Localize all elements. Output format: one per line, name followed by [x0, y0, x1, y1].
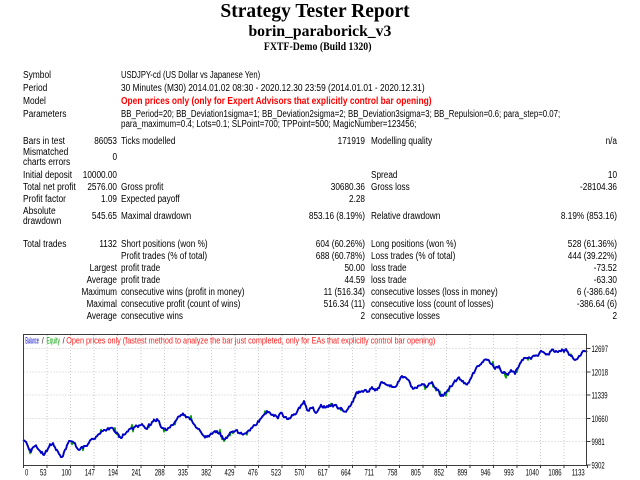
svg-text:476: 476	[248, 467, 258, 478]
svg-text:852: 852	[434, 467, 444, 478]
svg-text:Equity: Equity	[47, 335, 61, 346]
svg-text:12697: 12697	[592, 344, 609, 355]
svg-text:241: 241	[131, 467, 141, 478]
svg-text:1133: 1133	[572, 467, 585, 478]
svg-text:711: 711	[364, 467, 374, 478]
svg-text:12018: 12018	[592, 367, 609, 378]
svg-text:194: 194	[108, 467, 118, 478]
svg-text:288: 288	[155, 467, 165, 478]
svg-text:Balance: Balance	[25, 337, 38, 346]
svg-text:993: 993	[504, 467, 514, 478]
svg-text:758: 758	[388, 467, 398, 478]
svg-text:899: 899	[457, 467, 467, 478]
svg-text:9981: 9981	[592, 437, 606, 448]
svg-text:335: 335	[178, 467, 188, 478]
svg-text:/: /	[63, 336, 66, 346]
svg-text:/: /	[42, 336, 45, 346]
svg-text:382: 382	[201, 467, 211, 478]
svg-text:100: 100	[62, 467, 72, 478]
svg-text:0: 0	[25, 467, 29, 478]
svg-text:946: 946	[481, 467, 491, 478]
svg-text:805: 805	[411, 467, 421, 478]
svg-text:1086: 1086	[548, 467, 562, 478]
svg-text:429: 429	[225, 467, 235, 478]
svg-text:523: 523	[271, 467, 281, 478]
svg-text:664: 664	[341, 467, 351, 478]
svg-text:147: 147	[85, 467, 95, 478]
svg-text:9302: 9302	[592, 460, 606, 471]
svg-text:11339: 11339	[592, 390, 608, 401]
svg-text:570: 570	[294, 467, 304, 478]
svg-text:53: 53	[40, 467, 47, 478]
svg-text:1040: 1040	[526, 467, 540, 478]
svg-text:10660: 10660	[592, 414, 609, 425]
svg-text:617: 617	[318, 467, 328, 478]
svg-text:Open prices only (fastest meth: Open prices only (fastest method to anal…	[66, 336, 435, 346]
